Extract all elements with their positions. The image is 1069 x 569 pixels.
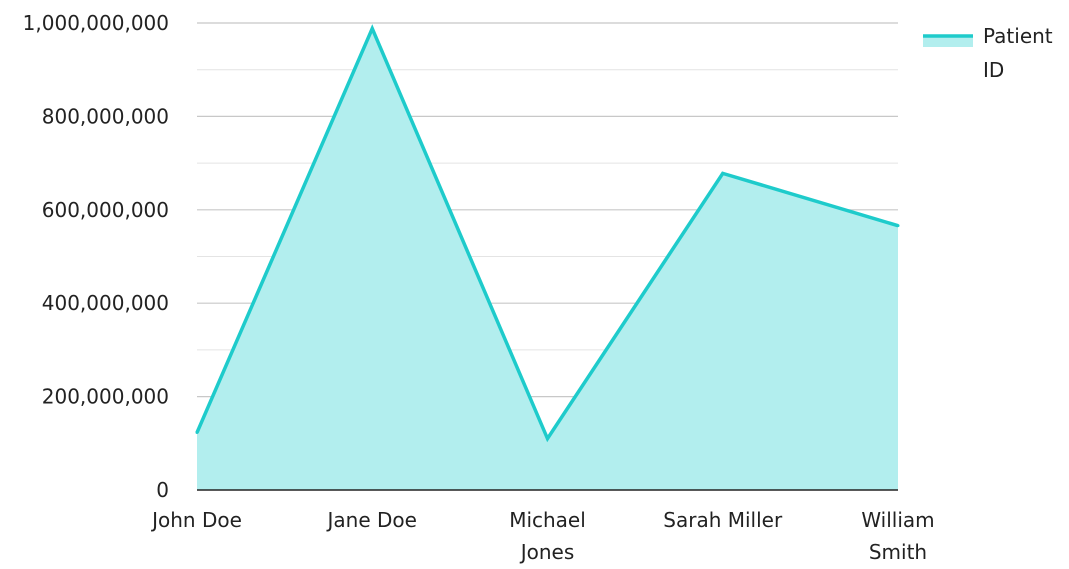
y-tick-label: 1,000,000,000 (23, 11, 169, 35)
legend-label: Patient ID (983, 24, 1053, 82)
legend-swatch-fill (923, 36, 973, 47)
x-tick-label-line: John Doe (150, 508, 242, 532)
x-tick-label: John Doe (150, 508, 242, 532)
x-tick-label: Michael Jones (509, 508, 586, 564)
y-tick-label: 200,000,000 (42, 385, 169, 409)
x-tick-label-line: Jane Doe (326, 508, 417, 532)
data-point (896, 224, 900, 228)
y-axis-ticks: 0 200,000,000 400,000,000 600,000,000 800,00… (23, 11, 169, 502)
x-tick-label-line: Smith (869, 540, 927, 564)
y-tick-label: 400,000,000 (42, 291, 169, 315)
area-fill (197, 28, 898, 490)
y-tick-label: 600,000,000 (42, 198, 169, 222)
x-tick-label: Jane Doe (326, 508, 417, 532)
x-tick-label-line: Jones (519, 540, 575, 564)
x-tick-label-line: Sarah Miller (663, 508, 783, 532)
data-point (546, 437, 549, 441)
area-series (195, 24, 900, 490)
data-point (370, 27, 374, 31)
data-point (721, 171, 725, 175)
x-tick-label-line: Michael (509, 508, 586, 532)
data-point (195, 431, 199, 435)
x-tick-label: William Smith (861, 508, 934, 564)
y-tick-label: 0 (156, 478, 169, 502)
legend[interactable]: Patient ID (923, 24, 1053, 82)
legend-label-line: ID (983, 58, 1004, 82)
x-axis-ticks: John Doe Jane Doe Michael Jones Sarah Miller… (150, 508, 935, 564)
x-tick-label: Sarah Miller (663, 508, 783, 532)
y-tick-label: 800,000,000 (42, 104, 169, 128)
x-tick-label-line: William (861, 508, 934, 532)
legend-label-line: Patient (983, 24, 1053, 48)
